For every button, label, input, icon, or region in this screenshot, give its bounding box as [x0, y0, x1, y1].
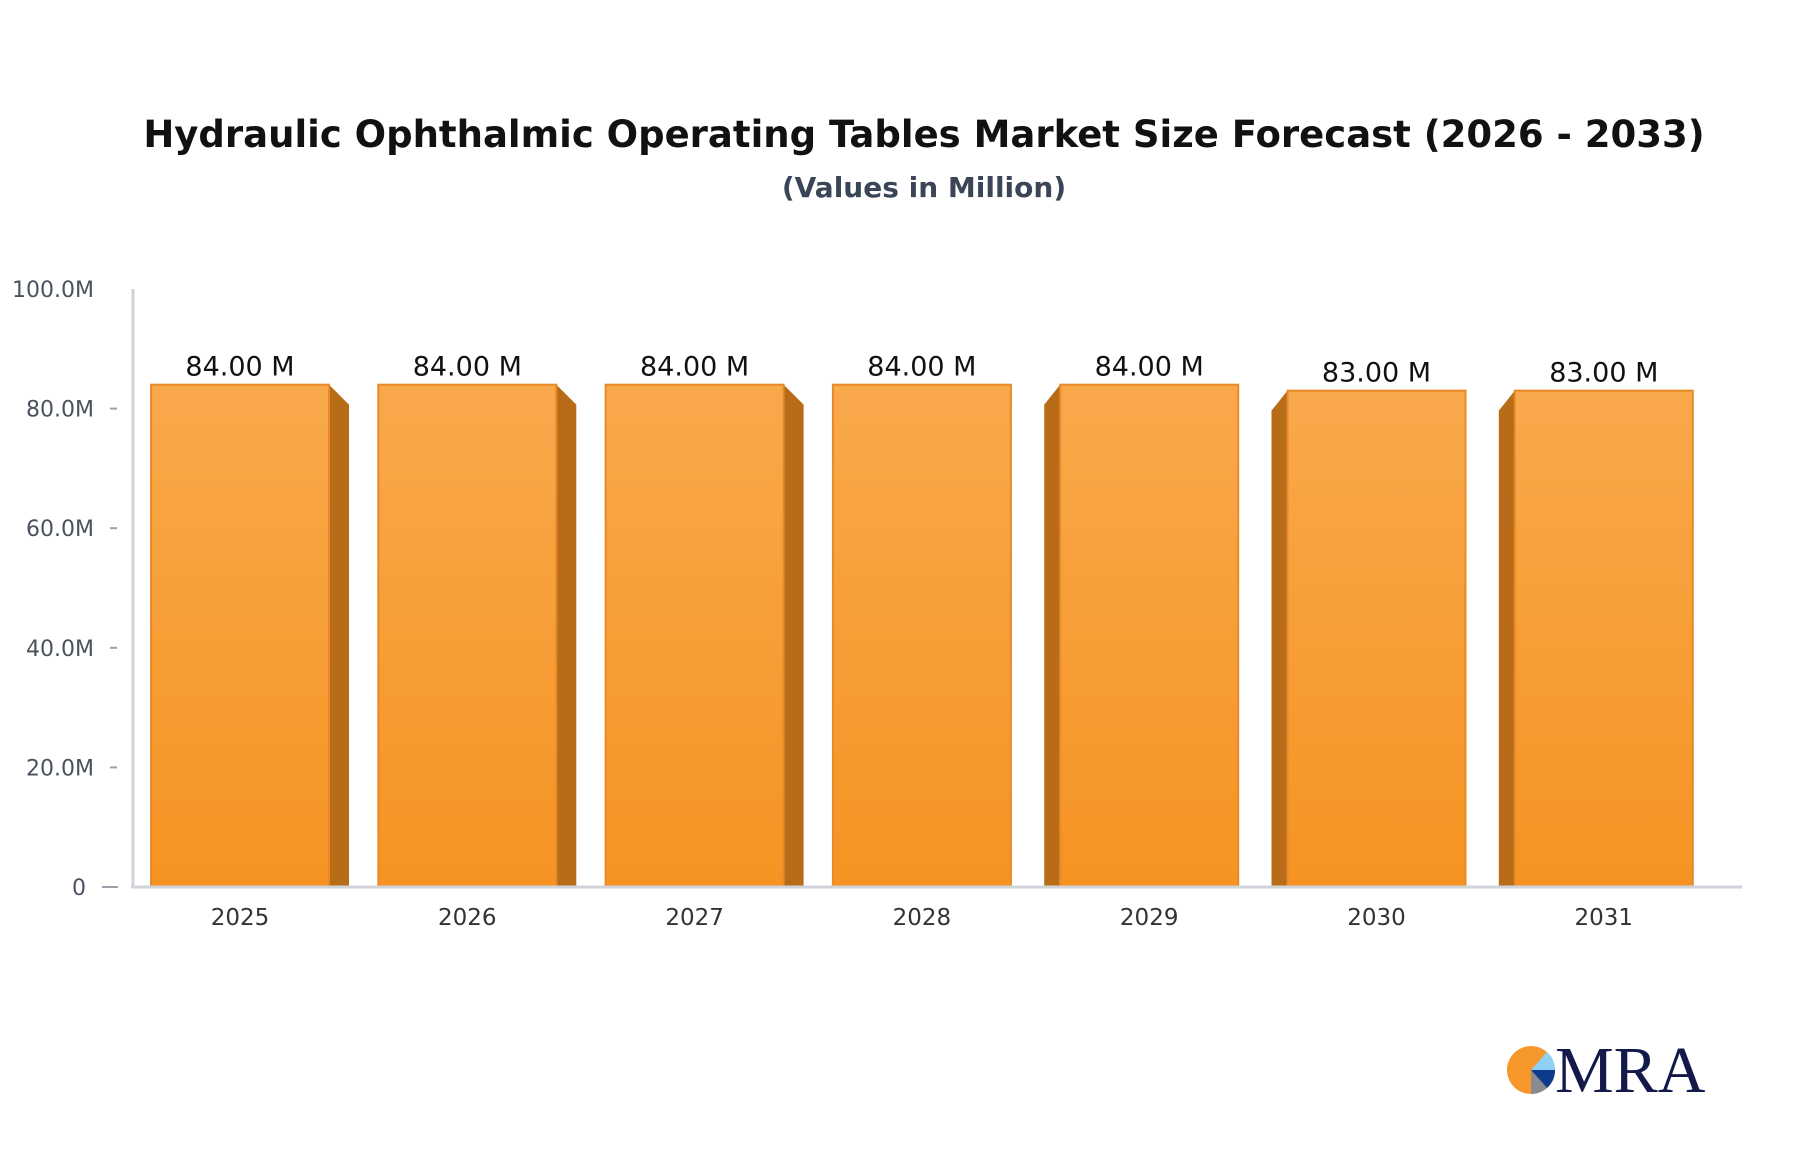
data-label: 84.00 M	[1095, 352, 1204, 383]
bar-group: 84.00 M 2027	[604, 352, 804, 931]
data-label: 84.00 M	[867, 352, 976, 383]
data-label: 84.00 M	[413, 352, 522, 383]
data-label: 83.00 M	[1322, 358, 1431, 389]
data-label: 84.00 M	[640, 352, 749, 383]
y-tick-label: 100.0M	[12, 278, 94, 303]
bar-side	[556, 384, 577, 887]
y-tick-label: 40.0M	[26, 637, 94, 662]
bar-side	[329, 384, 349, 887]
bar-side	[783, 384, 804, 887]
x-tick-label: 2030	[1347, 905, 1406, 931]
mra-logo: MRA	[1507, 1034, 1706, 1107]
x-tick-label: 2029	[1120, 905, 1179, 931]
y-tick-label: 80.0M	[26, 398, 94, 423]
chart-subtitle: (Values in Million)	[782, 171, 1066, 204]
bar-group: 83.00 M 2030	[1271, 358, 1467, 931]
logo-text: MRA	[1555, 1034, 1706, 1107]
bar	[831, 383, 1012, 888]
y-tick-label: 0	[72, 876, 86, 901]
bar-side	[1498, 390, 1515, 887]
bar	[604, 383, 785, 888]
y-axis: 0 20.0M 40.0M 60.0M 80.0M 100.0M	[12, 278, 118, 901]
bar-group: 84.00 M 2029	[1044, 352, 1240, 931]
bar	[1513, 389, 1694, 888]
data-label: 83.00 M	[1549, 358, 1658, 389]
bar-side	[1044, 384, 1061, 887]
y-tick-label: 60.0M	[26, 517, 94, 542]
bar	[150, 383, 330, 888]
bar-group: 83.00 M 2031	[1498, 358, 1694, 931]
bar-group: 84.00 M 2025	[150, 352, 349, 931]
x-tick-label: 2026	[438, 905, 497, 931]
bar-group: 84.00 M 2026	[377, 352, 577, 931]
bar	[1059, 383, 1240, 888]
x-tick-label: 2031	[1575, 905, 1634, 931]
data-label: 84.00 M	[185, 352, 294, 383]
bar-side	[1271, 390, 1288, 887]
x-tick-label: 2025	[211, 905, 270, 931]
x-tick-label: 2027	[665, 905, 724, 931]
y-tick-label: 20.0M	[26, 756, 94, 781]
bar	[377, 383, 558, 888]
chart-title: Hydraulic Ophthalmic Operating Tables Ma…	[143, 113, 1704, 156]
bar-group: 84.00 M 2028	[831, 352, 1012, 931]
x-tick-label: 2028	[893, 905, 952, 931]
bar	[1286, 389, 1467, 888]
